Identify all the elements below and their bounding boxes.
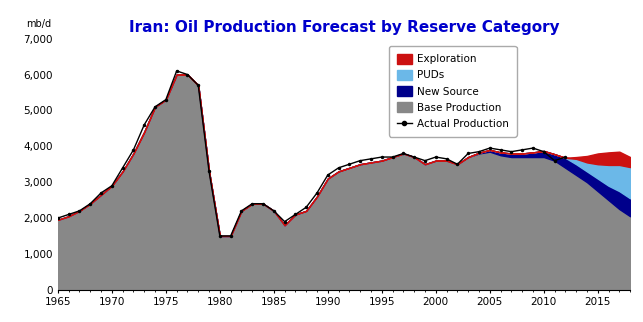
Text: mb/d: mb/d xyxy=(26,19,51,29)
Legend: Exploration, PUDs, New Source, Base Production, Actual Production: Exploration, PUDs, New Source, Base Prod… xyxy=(389,46,516,137)
Title: Iran: Oil Production Forecast by Reserve Category: Iran: Oil Production Forecast by Reserve… xyxy=(129,20,559,35)
